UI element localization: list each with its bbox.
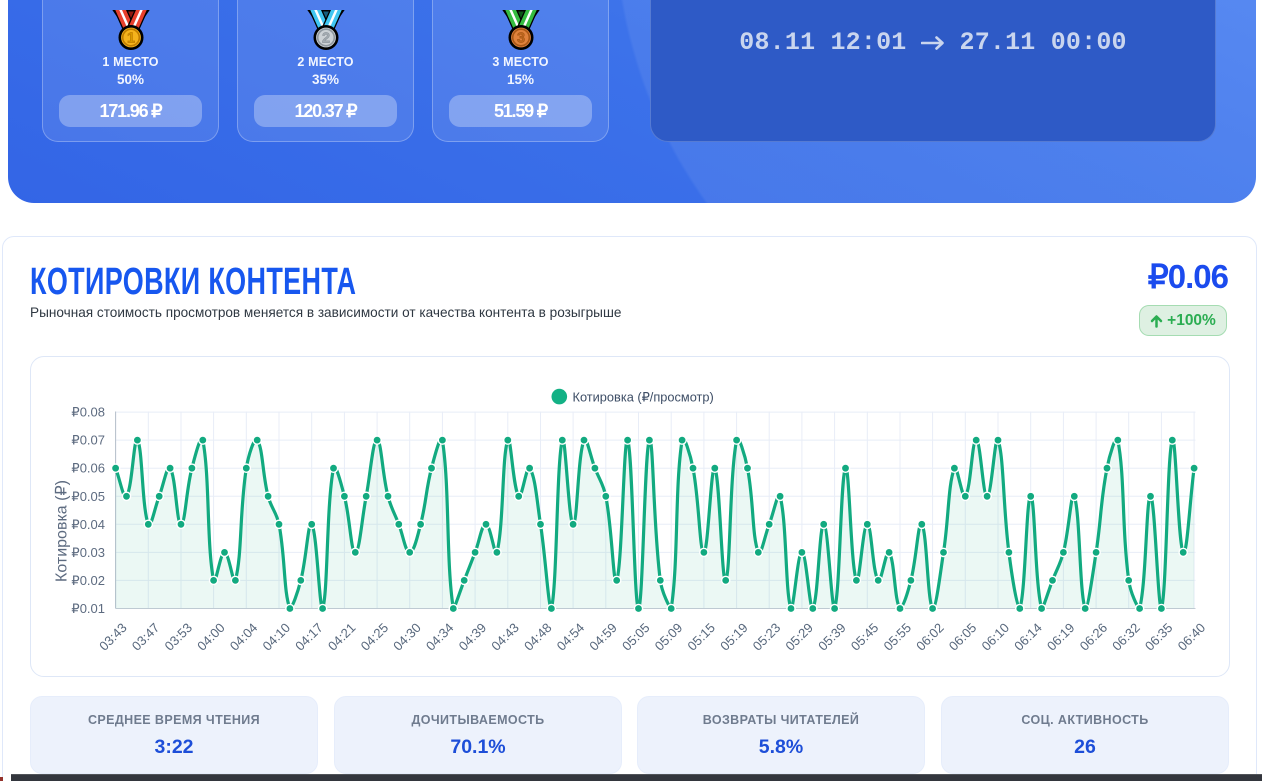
svg-text:05:29: 05:29 [782,620,816,654]
svg-text:3: 3 [516,31,524,47]
svg-text:₽0.03: ₽0.03 [71,545,105,560]
svg-text:03:53: 03:53 [162,620,196,654]
svg-text:1: 1 [126,31,134,47]
svg-text:06:02: 06:02 [913,620,947,654]
svg-text:06:05: 06:05 [946,620,980,654]
svg-text:Котировка (₽/просмотр): Котировка (₽/просмотр) [573,389,714,404]
svg-text:05:09: 05:09 [652,620,686,654]
svg-text:Котировка (₽): Котировка (₽) [54,480,71,582]
svg-text:04:48: 04:48 [521,620,555,654]
svg-text:₽0.02: ₽0.02 [71,573,105,588]
svg-text:05:55: 05:55 [881,620,915,654]
svg-text:04:10: 04:10 [260,620,294,654]
svg-text:₽0.06: ₽0.06 [71,461,105,476]
svg-text:06:10: 06:10 [979,620,1013,654]
svg-text:04:00: 04:00 [194,620,228,654]
svg-text:06:32: 06:32 [1109,620,1143,654]
svg-text:06:14: 06:14 [1011,620,1045,654]
svg-text:04:34: 04:34 [423,620,457,654]
svg-text:₽0.07: ₽0.07 [71,433,105,448]
svg-text:06:19: 06:19 [1044,620,1078,654]
svg-text:05:23: 05:23 [750,620,784,654]
svg-text:04:21: 04:21 [325,620,359,654]
svg-text:05:39: 05:39 [815,620,849,654]
svg-text:₽0.08: ₽0.08 [71,405,105,420]
svg-text:05:19: 05:19 [717,620,751,654]
svg-text:04:17: 04:17 [292,620,326,654]
svg-text:04:04: 04:04 [227,620,261,654]
svg-text:04:30: 04:30 [390,620,424,654]
svg-text:05:45: 05:45 [848,620,882,654]
svg-text:04:25: 04:25 [358,620,392,654]
svg-text:₽0.05: ₽0.05 [71,489,105,504]
svg-text:06:40: 06:40 [1175,620,1209,654]
svg-text:04:43: 04:43 [488,620,522,654]
svg-text:06:35: 06:35 [1142,620,1176,654]
svg-text:03:47: 03:47 [129,620,163,654]
svg-text:04:59: 04:59 [586,620,620,654]
svg-text:₽0.04: ₽0.04 [71,517,105,532]
svg-text:05:05: 05:05 [619,620,653,654]
svg-text:05:15: 05:15 [684,620,718,654]
svg-text:₽0.01: ₽0.01 [71,601,105,616]
svg-text:2: 2 [321,31,329,47]
svg-text:06:26: 06:26 [1077,620,1111,654]
svg-text:04:54: 04:54 [554,620,588,654]
svg-text:03:43: 03:43 [96,620,130,654]
svg-text:04:39: 04:39 [456,620,490,654]
